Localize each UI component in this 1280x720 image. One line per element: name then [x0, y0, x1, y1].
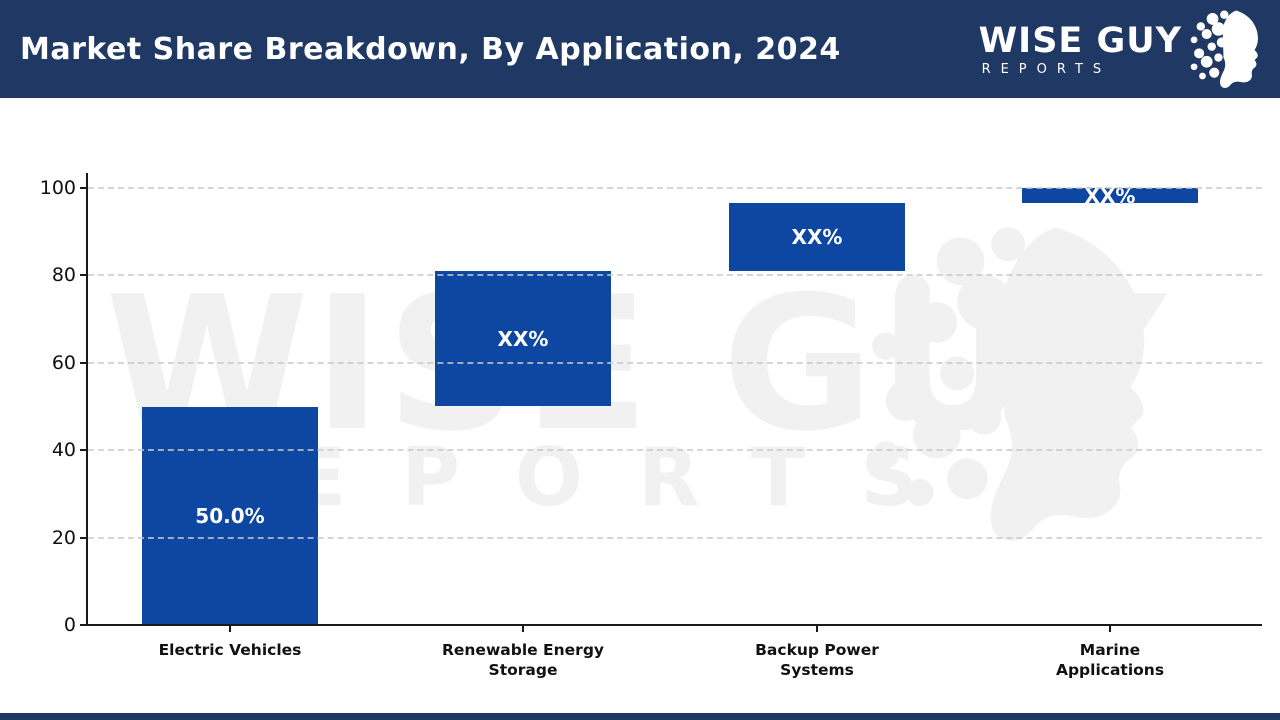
y-tick-100 — [80, 187, 87, 189]
category-label-line: Renewable Energy — [441, 641, 605, 659]
x-tick-1 — [229, 626, 231, 632]
category-label-line: Electric Vehicles — [158, 641, 302, 659]
y-axis-line — [86, 173, 88, 625]
y-tick-80 — [80, 274, 87, 277]
y-tick-label-0: 0 — [63, 614, 76, 636]
y-tick-label-60: 60 — [51, 351, 76, 374]
y-tick-label-40: 40 — [51, 439, 76, 462]
page-title: Market Share Breakdown, By Application, … — [20, 31, 841, 67]
y-tick-40 — [80, 449, 87, 452]
category-label-line: Systems — [780, 661, 854, 679]
y-tick-label-20: 20 — [51, 526, 76, 549]
logo-text: WISE GUY REPORTS — [978, 20, 1182, 77]
bar-value-label: 50.0% — [195, 503, 265, 528]
bar-value-label: XX% — [1084, 188, 1136, 204]
gridline-20 — [88, 536, 1262, 539]
x-axis-line — [86, 624, 1262, 626]
y-tick-20 — [80, 536, 87, 539]
gridline-80 — [88, 274, 1262, 277]
x-tick-3 — [816, 626, 818, 632]
y-tick-0 — [80, 624, 87, 626]
category-label-line: Applications — [1055, 661, 1165, 679]
logo-wordmark: WISE GUY — [978, 20, 1182, 61]
category-label-3: Backup Power Systems — [677, 640, 957, 680]
category-label-4: Marine Applications — [970, 640, 1250, 680]
category-label-line: Backup Power — [755, 641, 879, 659]
bar-3: XX% — [729, 203, 905, 272]
logo-face-icon — [1190, 10, 1258, 88]
x-tick-4 — [1109, 626, 1111, 632]
category-label-1: Electric Vehicles — [90, 640, 370, 660]
category-label-2: Renewable Energy Storage — [383, 640, 663, 680]
y-tick-label-100: 100 — [39, 177, 76, 199]
bar-value-label: XX% — [791, 225, 843, 250]
y-tick-label-80: 80 — [51, 264, 76, 287]
header-banner: Market Share Breakdown, By Application, … — [0, 0, 1280, 98]
bar-4: XX% — [1022, 188, 1198, 204]
bar-2: XX% — [435, 271, 611, 407]
gridline-40 — [88, 449, 1262, 452]
wise-guy-logo: WISE GUY REPORTS — [979, 8, 1268, 92]
bar-1: 50.0% — [142, 406, 318, 625]
logo-subtitle: REPORTS — [981, 61, 1112, 77]
bar-value-label: XX% — [497, 326, 549, 351]
footer-bar — [0, 713, 1280, 720]
category-label-line: Storage — [488, 661, 558, 679]
x-tick-2 — [522, 626, 524, 632]
gridline-100 — [88, 187, 1262, 189]
y-tick-60 — [80, 361, 87, 364]
gridline-60 — [88, 361, 1262, 364]
category-label-line: Marine — [1079, 641, 1141, 659]
